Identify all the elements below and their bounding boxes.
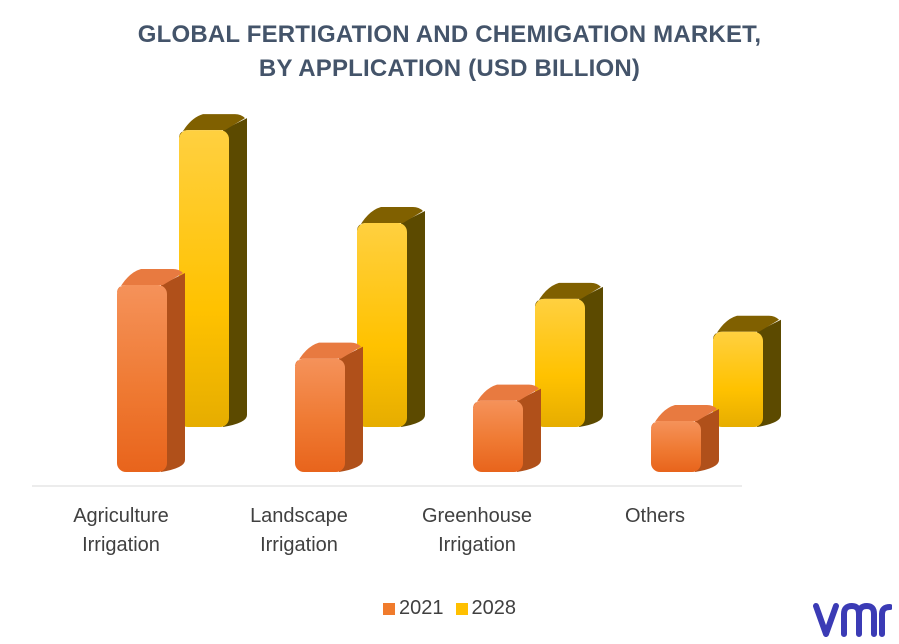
x-tick-label-2-line-1: Irrigation	[438, 534, 516, 556]
bar-2021-3	[651, 405, 719, 472]
x-tick-label-0: Agriculture Irrigation	[73, 505, 169, 556]
bar-2028-1	[357, 207, 425, 427]
chart-title-line-1: GLOBAL FERTIGATION AND CHEMIGATION MARKE…	[137, 21, 762, 48]
legend-label-2021: 2021	[399, 597, 444, 619]
bars-group	[117, 114, 781, 472]
x-tick-label-1-line-1: Irrigation	[260, 534, 338, 556]
bar-2028-3	[713, 315, 781, 427]
bar-top-2021-2	[473, 384, 539, 409]
bar-2021-0	[117, 269, 185, 472]
bar-top-2028-3	[713, 315, 779, 340]
bar-top-2021-3	[651, 405, 717, 429]
legend-item-2028: 2028	[455, 597, 517, 620]
x-tick-label-3: Others	[625, 505, 685, 527]
legend-item-2021: 2021	[383, 597, 444, 620]
bar-front-2028-3	[713, 331, 763, 427]
bar-top-2021-1	[295, 342, 361, 367]
chart-title-line-2: BY APPLICATION (USD BILLION)	[258, 55, 641, 82]
bar-front-2021-0	[117, 285, 167, 472]
bar-front-2021-2	[473, 400, 523, 472]
bar-2028-0	[179, 114, 247, 428]
bar-2028-2	[535, 282, 603, 427]
bar-top-2028-1	[357, 207, 423, 231]
chart-title: GLOBAL FERTIGATION AND CHEMIGATION MARKE…	[0, 18, 899, 86]
x-tick-label-0-line-0: Agriculture	[73, 505, 169, 527]
bar-front-2028-0	[179, 130, 229, 428]
x-tick-label-2: Greenhouse Irrigation	[422, 505, 532, 556]
legend-swatch-2028	[455, 602, 468, 615]
bar-2021-1	[295, 342, 363, 472]
legend-label-2028: 2028	[471, 597, 517, 619]
x-tick-labels: Agriculture Irrigation Landscape Irrigation…	[73, 505, 685, 556]
bar-top-2028-2	[535, 282, 601, 307]
bar-front-2028-2	[535, 298, 585, 427]
x-tick-label-3-line-0: Others	[625, 505, 685, 527]
vmr-logo-icon	[813, 603, 892, 637]
x-tick-label-1-line-0: Landscape	[250, 505, 348, 527]
bar-top-2028-0	[179, 114, 245, 139]
legend-swatch-2021	[383, 602, 395, 615]
bar-front-2021-3	[651, 421, 701, 472]
legend: 2021 2028	[0, 597, 899, 620]
x-tick-label-0-line-1: Irrigation	[82, 534, 160, 556]
x-tick-label-1: Landscape Irrigation	[250, 505, 348, 556]
bar-2021-2	[473, 384, 541, 472]
bar-front-2028-1	[357, 223, 407, 427]
x-tick-label-2-line-0: Greenhouse	[422, 505, 532, 527]
bar-top-2021-0	[117, 269, 183, 293]
bar-front-2021-1	[295, 358, 345, 472]
